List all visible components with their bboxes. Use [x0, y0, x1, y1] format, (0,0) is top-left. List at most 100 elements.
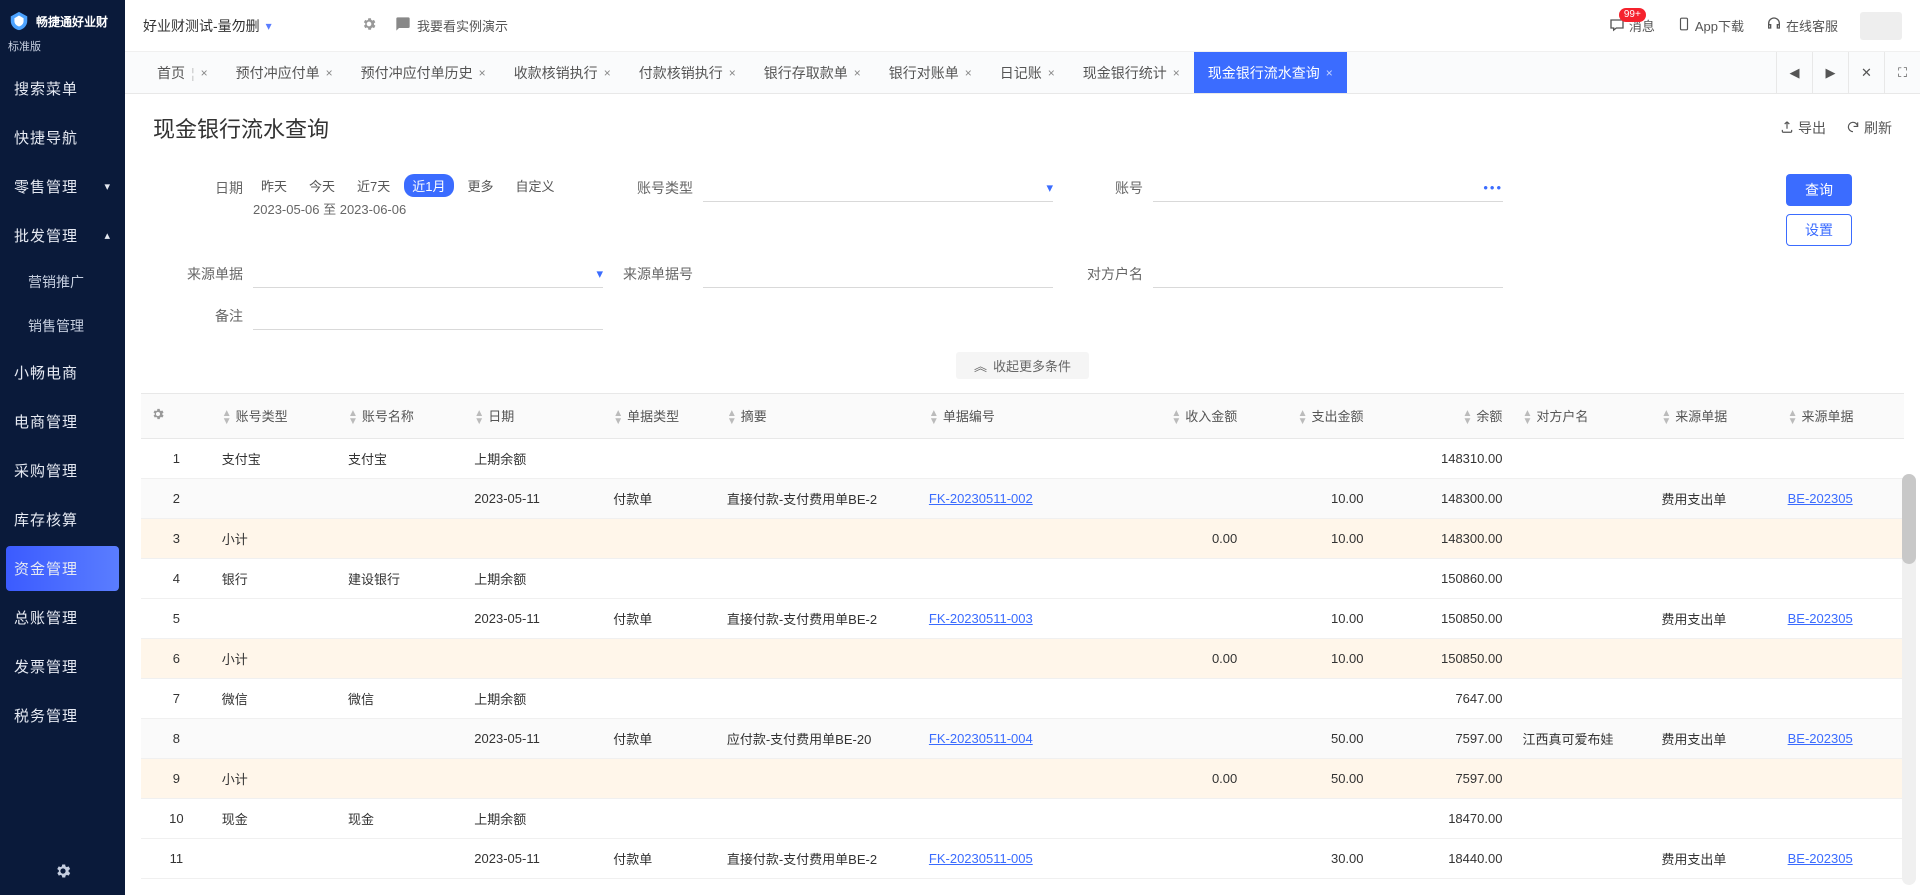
tab-prev-button[interactable]: ◀ — [1776, 52, 1812, 93]
avatar[interactable] — [1860, 12, 1902, 40]
counterparty-input[interactable] — [1153, 260, 1503, 288]
date-chip[interactable]: 更多 — [460, 174, 502, 197]
tab[interactable]: 银行存取款单× — [750, 52, 875, 93]
table-header-cell[interactable]: ▲▼账号类型 — [212, 394, 338, 438]
table-header-cell[interactable]: ▲▼余额 — [1374, 394, 1513, 438]
link[interactable]: BE-202305 — [1788, 731, 1853, 746]
date-chip[interactable]: 近7天 — [349, 174, 398, 197]
sort-icon[interactable]: ▲▼ — [1463, 410, 1473, 426]
source-doc-select[interactable]: ▾ — [253, 260, 603, 288]
message-button[interactable]: 99+ 消息 — [1609, 16, 1655, 35]
close-icon[interactable]: × — [1048, 66, 1055, 80]
tab[interactable]: 现金银行统计× — [1069, 52, 1194, 93]
gear-icon[interactable] — [361, 16, 377, 35]
link[interactable]: FK-20230511-003 — [929, 611, 1033, 626]
export-button[interactable]: 导出 — [1780, 118, 1826, 138]
sidebar-item[interactable]: 批发管理▴ — [0, 211, 125, 260]
sort-icon[interactable]: ▲▼ — [1788, 410, 1798, 426]
remark-input[interactable] — [253, 302, 603, 330]
sidebar-item[interactable]: 快捷导航 — [0, 113, 125, 162]
tab[interactable]: 日记账× — [986, 52, 1069, 93]
gear-icon[interactable] — [54, 868, 72, 883]
link[interactable]: BE-202305 — [1788, 491, 1853, 506]
date-chip[interactable]: 近1月 — [404, 174, 453, 197]
close-icon[interactable]: × — [1173, 66, 1180, 80]
table-header-cell[interactable]: ▲▼来源单据 — [1651, 394, 1777, 438]
sort-icon[interactable]: ▲▼ — [613, 410, 623, 426]
link[interactable]: BE-202305 — [1788, 851, 1853, 866]
tab[interactable]: 付款核销执行× — [625, 52, 750, 93]
sidebar-item[interactable]: 总账管理 — [0, 593, 125, 642]
tab-expand-button[interactable]: ⛶ — [1884, 52, 1920, 93]
sidebar-subitem[interactable]: 营销推广 — [0, 260, 125, 304]
close-icon[interactable]: × — [479, 66, 486, 80]
table-header-cell[interactable]: ▲▼单据类型 — [603, 394, 717, 438]
date-chip[interactable]: 昨天 — [253, 174, 295, 197]
sidebar-item[interactable]: 库存核算 — [0, 495, 125, 544]
account-select[interactable]: ••• — [1153, 174, 1503, 202]
settings-button[interactable]: 设置 — [1786, 214, 1852, 246]
link[interactable]: BE-202305 — [1788, 611, 1853, 626]
table-header-cell[interactable]: ▲▼来源单据 — [1778, 394, 1904, 438]
tab[interactable]: 预付冲应付单× — [222, 52, 347, 93]
sidebar-item[interactable]: 搜索菜单 — [0, 64, 125, 113]
app-download-button[interactable]: App下载 — [1677, 16, 1744, 35]
org-selector[interactable]: 好业财测试-量勿删 ▾ — [143, 16, 343, 36]
scrollbar-thumb[interactable] — [1902, 474, 1916, 564]
date-chip[interactable]: 今天 — [301, 174, 343, 197]
table-header-cell[interactable]: ▲▼摘要 — [717, 394, 919, 438]
tab[interactable]: 现金银行流水查询× — [1194, 52, 1347, 93]
sort-icon[interactable]: ▲▼ — [1522, 410, 1532, 426]
tab-close-all-button[interactable]: ✕ — [1848, 52, 1884, 93]
table-header-cell[interactable]: ▲▼支出金额 — [1247, 394, 1373, 438]
vertical-scrollbar[interactable] — [1902, 474, 1916, 885]
tab[interactable]: 预付冲应付单历史× — [347, 52, 500, 93]
gear-icon[interactable] — [151, 409, 165, 424]
collapse-filters-button[interactable]: ︽ 收起更多条件 — [956, 352, 1089, 379]
sort-icon[interactable]: ▲▼ — [348, 410, 358, 426]
table-header-cell[interactable]: ▲▼对方户名 — [1512, 394, 1651, 438]
query-button[interactable]: 查询 — [1786, 174, 1852, 206]
table-header-cell[interactable]: ▲▼单据编号 — [919, 394, 1121, 438]
table-header-cell[interactable]: ▲▼收入金额 — [1121, 394, 1247, 438]
sidebar-item[interactable]: 资金管理 — [6, 546, 119, 591]
sidebar-item[interactable]: 零售管理▾ — [0, 162, 125, 211]
sort-icon[interactable]: ▲▼ — [1661, 410, 1671, 426]
tab[interactable]: 首页 ¦× — [143, 52, 222, 93]
tab-next-button[interactable]: ▶ — [1812, 52, 1848, 93]
tab[interactable]: 收款核销执行× — [500, 52, 625, 93]
link[interactable]: FK-20230511-004 — [929, 731, 1033, 746]
sidebar-subitem[interactable]: 销售管理 — [0, 304, 125, 348]
sidebar-item[interactable]: 小畅电商 — [0, 348, 125, 397]
demo-link[interactable]: 我要看实例演示 — [395, 16, 508, 35]
table-header-cell[interactable]: ▲▼日期 — [464, 394, 603, 438]
sidebar-item[interactable]: 发票管理 — [0, 642, 125, 691]
support-button[interactable]: 在线客服 — [1766, 16, 1838, 35]
topbar: 好业财测试-量勿删 ▾ 我要看实例演示 99+ 消息 — [125, 0, 1920, 52]
refresh-button[interactable]: 刷新 — [1846, 118, 1892, 138]
close-icon[interactable]: × — [729, 66, 736, 80]
date-chip[interactable]: 自定义 — [508, 174, 563, 197]
close-icon[interactable]: × — [854, 66, 861, 80]
link[interactable]: FK-20230511-002 — [929, 491, 1033, 506]
sidebar-item[interactable]: 税务管理 — [0, 691, 125, 740]
source-doc-no-input[interactable] — [703, 260, 1053, 288]
sort-icon[interactable]: ▲▼ — [1298, 410, 1308, 426]
sort-icon[interactable]: ▲▼ — [474, 410, 484, 426]
sort-icon[interactable]: ▲▼ — [222, 410, 232, 426]
sort-icon[interactable]: ▲▼ — [929, 410, 939, 426]
account-type-select[interactable]: ▾ — [703, 174, 1053, 202]
tab[interactable]: 银行对账单× — [875, 52, 986, 93]
sort-icon[interactable]: ▲▼ — [727, 410, 737, 426]
table-header-cell[interactable]: ▲▼账号名称 — [338, 394, 464, 438]
close-icon[interactable]: × — [604, 66, 611, 80]
sidebar-item[interactable]: 采购管理 — [0, 446, 125, 495]
sidebar-item[interactable]: 电商管理 — [0, 397, 125, 446]
sort-icon[interactable]: ▲▼ — [1171, 410, 1181, 426]
close-icon[interactable]: × — [965, 66, 972, 80]
close-icon[interactable]: × — [1326, 66, 1333, 80]
table-header-cell[interactable] — [141, 394, 212, 438]
close-icon[interactable]: × — [326, 66, 333, 80]
link[interactable]: FK-20230511-005 — [929, 851, 1033, 866]
close-icon[interactable]: × — [201, 66, 208, 80]
